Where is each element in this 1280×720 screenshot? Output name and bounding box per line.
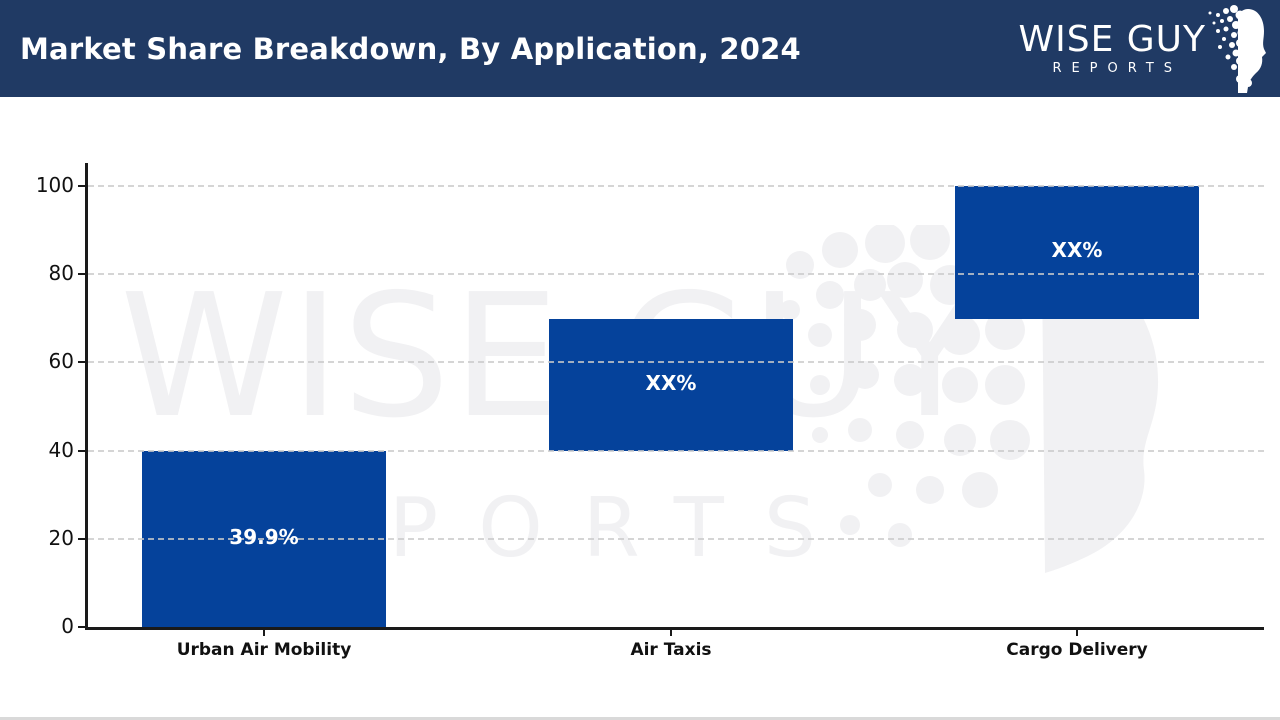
y-gridline (88, 537, 1264, 540)
bar-value-label: XX% (1051, 238, 1103, 263)
category-label-urban-air-mobility: Urban Air Mobility (176, 640, 352, 660)
y-axis-spine (85, 163, 88, 630)
bar-cargo-delivery (955, 186, 1199, 319)
x-axis-spine (85, 627, 1264, 630)
y-tick-label: 100 (35, 173, 74, 197)
y-tick-label: 40 (48, 437, 74, 462)
y-tick-label: 20 (48, 525, 74, 550)
y-gridline (88, 449, 1264, 452)
y-tick-mark (78, 273, 86, 276)
x-tick-mark (670, 627, 672, 636)
x-tick-mark (263, 627, 265, 636)
y-tick-mark (78, 361, 86, 364)
category-label-air-taxis: Air Taxis (630, 640, 712, 660)
y-gridline (88, 273, 1264, 276)
bar-value-label: XX% (645, 370, 697, 395)
page-title: Market Share Breakdown, By Application, … (20, 31, 801, 66)
face-profile-icon (1208, 4, 1266, 93)
y-tick-mark (78, 449, 86, 452)
y-tick-mark (78, 537, 86, 540)
x-tick-mark (1076, 627, 1078, 636)
y-gridline (88, 361, 1264, 364)
bar-air-taxis (549, 318, 793, 452)
brand-logo: WISE GUY REPORTS (1018, 0, 1266, 97)
footer-divider (0, 717, 1280, 720)
header: Market Share Breakdown, By Application, … (0, 0, 1280, 97)
y-tick-label: 80 (48, 261, 74, 286)
y-tick-label: 0 (61, 614, 74, 638)
watermark-face-dots (777, 225, 1159, 573)
y-tick-label: 60 (48, 349, 74, 374)
bar-value-label: 39.9% (229, 525, 299, 550)
logo-wise-guy-text: WISE GUY (1018, 18, 1206, 60)
y-tick-mark (78, 626, 86, 628)
logo-reports-text: REPORTS (1052, 60, 1183, 76)
category-label-cargo-delivery: Cargo Delivery (1006, 640, 1148, 660)
y-tick-mark (78, 185, 86, 187)
y-gridline (88, 185, 1264, 187)
